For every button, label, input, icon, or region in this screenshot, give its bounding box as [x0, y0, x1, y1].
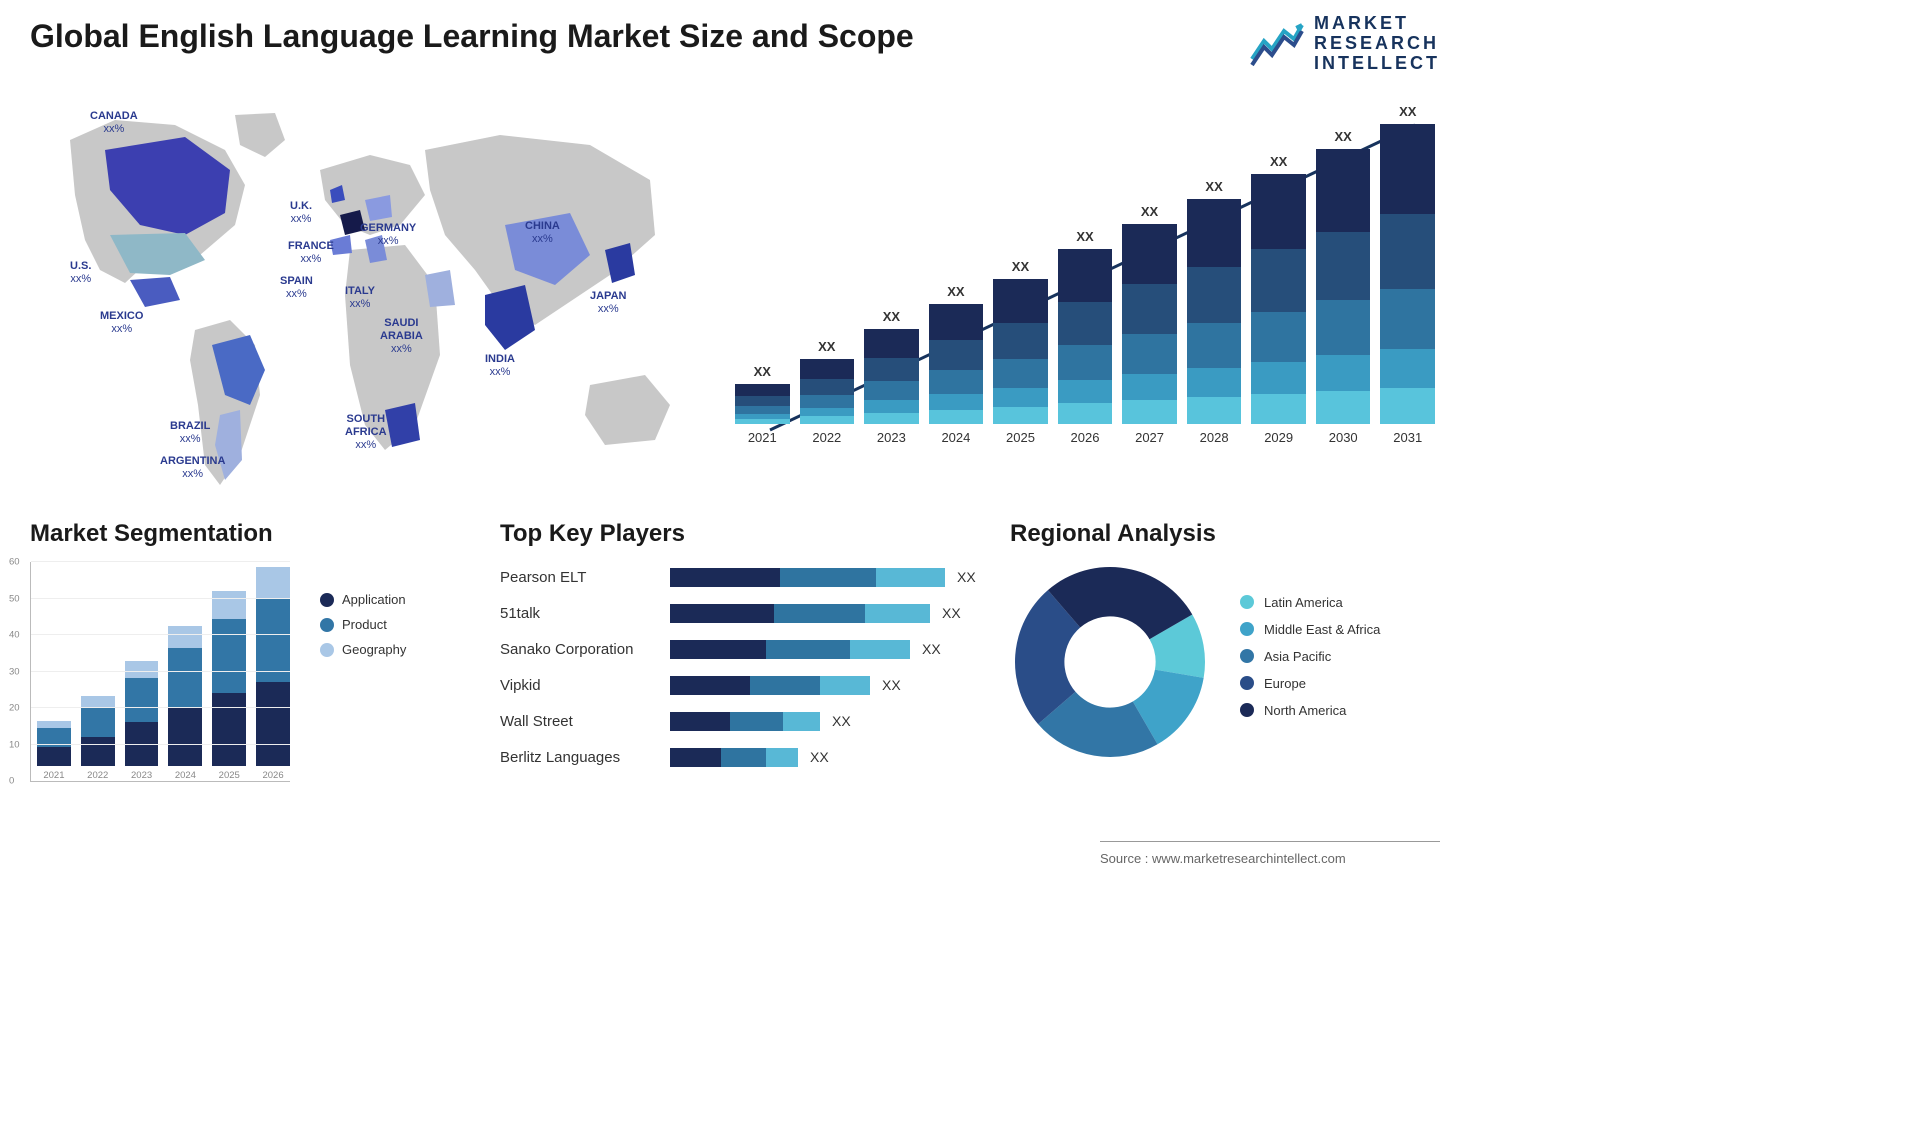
logo-text-line2: RESEARCH	[1314, 34, 1440, 54]
map-label: JAPANxx%	[590, 290, 626, 316]
map-label: CANADAxx%	[90, 110, 138, 136]
big-bar-column: XX2023	[864, 329, 919, 445]
segmentation-title: Market Segmentation	[30, 520, 460, 548]
map-label: ARGENTINAxx%	[160, 455, 225, 481]
legend-item: Europe	[1240, 676, 1380, 691]
seg-bar-column: 2022	[81, 696, 115, 781]
map-label: SPAINxx%	[280, 275, 313, 301]
players-hbar-chart: Pearson ELTXX 51talkXX Sanako CorporationX…	[500, 562, 980, 772]
seg-bar-column: 2021	[37, 721, 71, 782]
map-label: SAUDIARABIAxx%	[380, 317, 423, 357]
big-bar-column: XX2025	[993, 279, 1048, 445]
regional-legend: Latin America Middle East & Africa Asia Pa…	[1240, 595, 1380, 730]
big-bar-column: XX2030	[1316, 149, 1371, 445]
legend-item: Middle East & Africa	[1240, 622, 1380, 637]
player-row: Pearson ELTXX	[500, 562, 980, 592]
players-title: Top Key Players	[500, 520, 980, 548]
legend-item: Geography	[320, 642, 406, 657]
big-bar-column: XX2029	[1251, 174, 1306, 445]
legend-item: Asia Pacific	[1240, 649, 1380, 664]
big-bar-column: XX2026	[1058, 249, 1113, 445]
player-row: Berlitz LanguagesXX	[500, 742, 980, 772]
player-row: Sanako CorporationXX	[500, 634, 980, 664]
map-label: INDIAxx%	[485, 353, 515, 379]
seg-bar-column: 2025	[212, 591, 246, 781]
logo-text-line3: INTELLECT	[1314, 54, 1440, 74]
big-bar-column: XX2022	[800, 359, 855, 445]
seg-bar-column: 2024	[168, 626, 202, 781]
regional-analysis-section: Regional Analysis Latin America Middle Ea…	[1010, 520, 1450, 762]
map-label: SOUTHAFRICAxx%	[345, 413, 387, 453]
player-row: VipkidXX	[500, 670, 980, 700]
map-label: BRAZILxx%	[170, 420, 210, 446]
regional-title: Regional Analysis	[1010, 520, 1450, 548]
source-text: Source : www.marketresearchintellect.com	[1100, 851, 1346, 866]
segmentation-bar-chart: 0102030405060202120222023202420252026	[30, 562, 290, 782]
player-row: 51talkXX	[500, 598, 980, 628]
map-label: U.S.xx%	[70, 260, 91, 286]
player-row: Wall StreetXX	[500, 706, 980, 736]
big-bar-column: XX2028	[1187, 199, 1242, 445]
logo-text: MARKET RESEARCH INTELLECT	[1314, 14, 1440, 73]
segmentation-legend: Application Product Geography	[320, 592, 406, 667]
top-key-players-section: Top Key Players Pearson ELTXX 51talkXX San…	[500, 520, 980, 778]
legend-item: Application	[320, 592, 406, 607]
big-bar-column: XX2027	[1122, 224, 1177, 445]
world-map: CANADAxx% U.S.xx% MEXICOxx% BRAZILxx% ARGENT…	[30, 95, 710, 495]
seg-bar-column: 2026	[256, 567, 290, 782]
market-segmentation-section: Market Segmentation 01020304050602021202…	[30, 520, 460, 782]
seg-bar-column: 2023	[125, 661, 159, 781]
regional-donut-chart	[1010, 562, 1210, 762]
logo-icon	[1250, 19, 1304, 69]
page-title: Global English Language Learning Market …	[30, 18, 914, 55]
legend-item: Product	[320, 617, 406, 632]
source-citation: Source : www.marketresearchintellect.com	[1100, 836, 1440, 866]
legend-item: Latin America	[1240, 595, 1380, 610]
map-label: U.K.xx%	[290, 200, 312, 226]
map-label: ITALYxx%	[345, 285, 375, 311]
big-bar-column: XX2021	[735, 384, 790, 445]
logo-text-line1: MARKET	[1314, 14, 1440, 34]
map-label: GERMANYxx%	[360, 222, 416, 248]
market-size-bar-chart: XX2021XX2022XX2023XX2024XX2025XX2026XX20…	[735, 105, 1435, 475]
big-bar-column: XX2031	[1380, 124, 1435, 445]
map-label: MEXICOxx%	[100, 310, 143, 336]
brand-logo: MARKET RESEARCH INTELLECT	[1250, 14, 1440, 73]
map-label: CHINAxx%	[525, 220, 560, 246]
map-label: FRANCExx%	[288, 240, 334, 266]
big-bar-column: XX2024	[929, 304, 984, 445]
legend-item: North America	[1240, 703, 1380, 718]
